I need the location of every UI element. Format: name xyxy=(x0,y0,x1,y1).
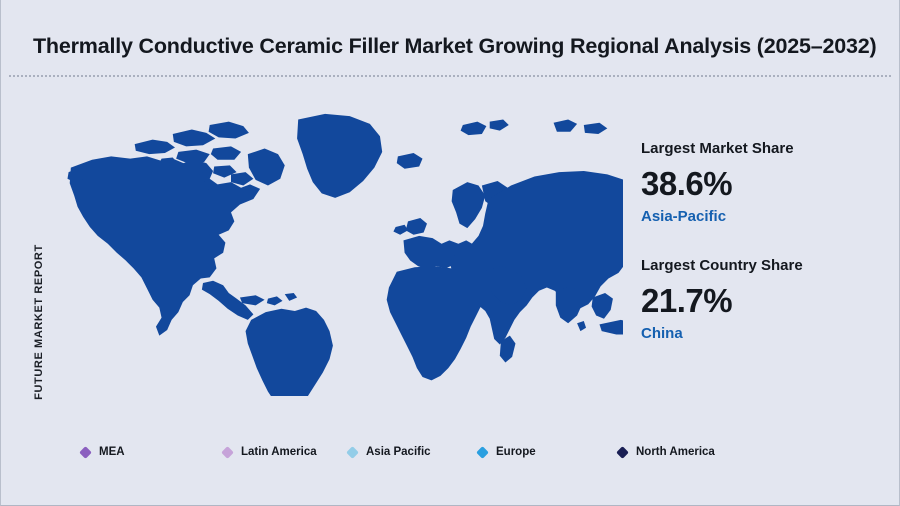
legend-item-asia-pacific: Asia Pacific xyxy=(346,445,478,459)
legend-dot-icon xyxy=(79,445,92,459)
stat-label: Largest Market Share xyxy=(641,140,794,157)
stat-largest-country-share: Largest Country Share 21.7% China xyxy=(641,257,871,342)
header: Thermally Conductive Ceramic Filler Mark… xyxy=(1,0,899,77)
header-divider xyxy=(9,75,891,77)
legend-item-europe: Europe xyxy=(476,445,618,459)
stat-region: Asia-Pacific xyxy=(641,208,727,225)
legend-label: Latin America xyxy=(241,446,317,458)
stat-label: Largest Country Share xyxy=(641,257,803,274)
legend-label: MEA xyxy=(99,446,125,458)
stat-region: China xyxy=(641,325,683,342)
legend-label: Europe xyxy=(496,446,536,458)
world-map xyxy=(63,96,623,396)
legend-dot-icon xyxy=(221,445,234,459)
legend-item-north-america: North America xyxy=(616,445,715,459)
legend-dot-icon xyxy=(476,445,489,459)
legend-label: Asia Pacific xyxy=(366,446,431,458)
legend-item-latin-america: Latin America xyxy=(221,445,348,459)
legend-label: North America xyxy=(636,446,715,458)
stat-value: 21.7% xyxy=(641,282,733,319)
stat-value: 38.6% xyxy=(641,165,733,202)
watermark-future-market-report: FUTURE MARKET REPORT xyxy=(33,244,45,400)
legend-dot-icon xyxy=(616,445,629,459)
map-landmasses xyxy=(67,113,623,396)
world-map-svg xyxy=(67,113,623,396)
stat-largest-market-share: Largest Market Share 38.6% Asia-Pacific xyxy=(641,140,871,225)
legend-item-mea: MEA xyxy=(79,445,223,459)
legend-dot-icon xyxy=(346,445,359,459)
map-legend: MEA Latin America Asia Pacific Europe No… xyxy=(79,445,821,459)
page-title: Thermally Conductive Ceramic Filler Mark… xyxy=(33,34,877,58)
stats-panel: Largest Market Share 38.6% Asia-Pacific … xyxy=(641,140,871,374)
